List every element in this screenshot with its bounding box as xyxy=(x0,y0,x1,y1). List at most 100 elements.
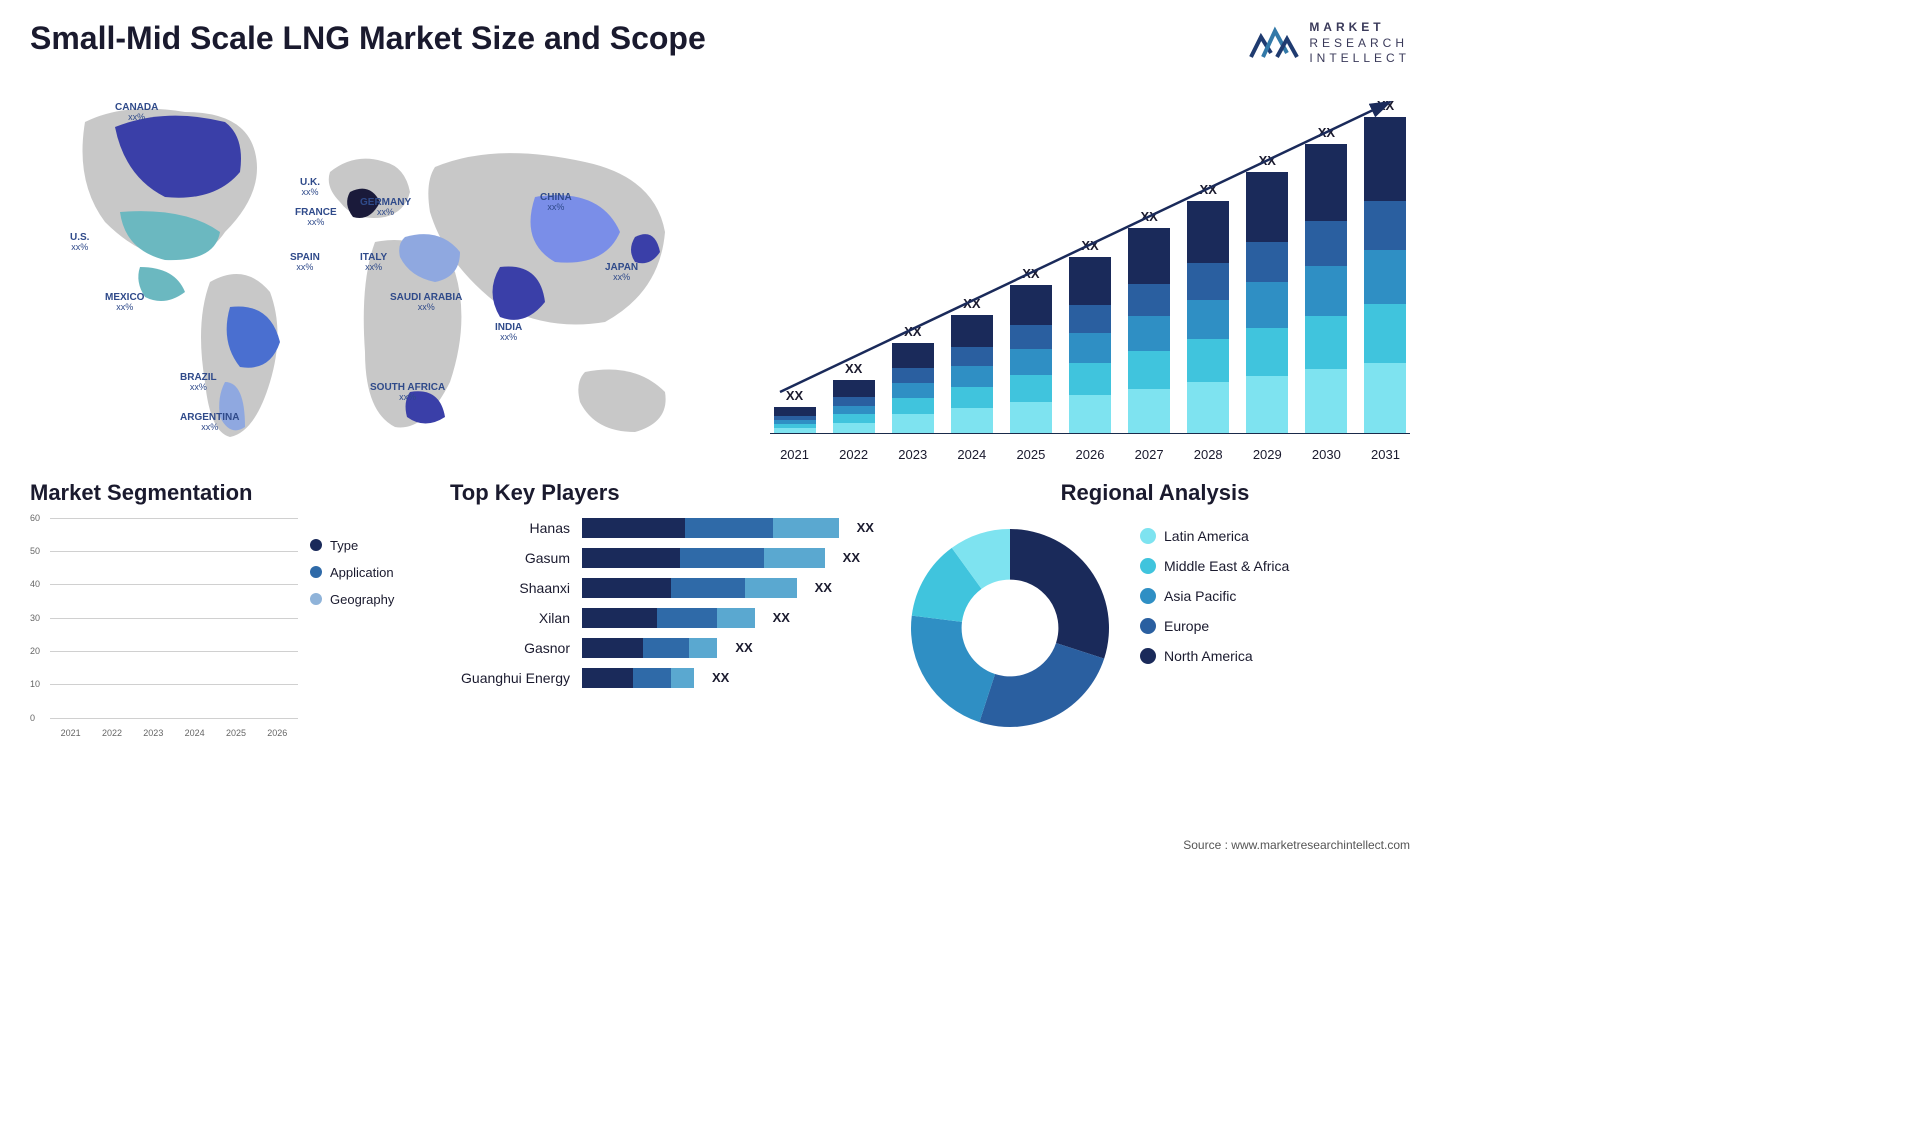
segmentation-legend: Type Application Geography xyxy=(310,518,430,738)
growth-bar-value: XX xyxy=(904,324,921,339)
growth-bar-2030: XX xyxy=(1302,125,1351,434)
header: Small-Mid Scale LNG Market Size and Scop… xyxy=(30,20,1410,67)
region-legend-item: Middle East & Africa xyxy=(1140,558,1289,574)
growth-bar-2021: XX xyxy=(770,388,819,434)
growth-xaxis-label: 2030 xyxy=(1302,447,1351,462)
player-name: Gasum xyxy=(450,550,570,566)
growth-xaxis-label: 2031 xyxy=(1361,447,1410,462)
seg-xaxis-label: 2024 xyxy=(178,728,211,738)
growth-bar-value: XX xyxy=(963,296,980,311)
map-label-brazil: BRAZILxx% xyxy=(180,372,217,393)
segmentation-chart: 0102030405060 202120222023202420252026 xyxy=(30,518,298,738)
region-legend-item: North America xyxy=(1140,648,1289,664)
bottom-row: Market Segmentation 0 10 20 30 40 50 60 2021 20… xyxy=(30,480,1410,738)
donut-slice-europe xyxy=(979,643,1104,727)
growth-bar-2025: XX xyxy=(1006,266,1055,434)
growth-xaxis-label: 2021 xyxy=(770,447,819,462)
top-players-title: Top Key Players xyxy=(450,480,880,506)
growth-bar-value: XX xyxy=(786,388,803,403)
player-name: Xilan xyxy=(450,610,570,626)
growth-xaxis-label: 2022 xyxy=(829,447,878,462)
player-name: Hanas xyxy=(450,520,570,536)
growth-bar-2028: XX xyxy=(1184,182,1233,434)
growth-bar-value: XX xyxy=(1200,182,1217,197)
seg-xaxis-label: 2025 xyxy=(219,728,252,738)
seg-xaxis-label: 2023 xyxy=(137,728,170,738)
growth-bar-value: XX xyxy=(1318,125,1335,140)
seg-legend-item: Geography xyxy=(310,592,430,607)
segmentation-title: Market Segmentation xyxy=(30,480,430,506)
seg-xaxis-label: 2022 xyxy=(95,728,128,738)
seg-ytick: 40 xyxy=(30,579,40,589)
player-value: XX xyxy=(773,610,790,625)
player-row: Xilan XX xyxy=(450,608,880,628)
player-row: Guanghui EnergyXX xyxy=(450,668,880,688)
regional-donut xyxy=(900,518,1120,738)
growth-bar-value: XX xyxy=(1140,209,1157,224)
regional-title: Regional Analysis xyxy=(900,480,1410,506)
map-label-canada: CANADAxx% xyxy=(115,102,158,123)
growth-baseline xyxy=(770,433,1410,434)
growth-xaxis-label: 2024 xyxy=(947,447,996,462)
seg-ytick: 10 xyxy=(30,679,40,689)
map-label-southafrica: SOUTH AFRICAxx% xyxy=(370,382,445,403)
seg-ytick: 0 xyxy=(30,713,35,723)
growth-bar-value: XX xyxy=(845,361,862,376)
player-row: Gasum XX xyxy=(450,548,880,568)
brand-logo: MARKET RESEARCH INTELLECT xyxy=(1249,20,1410,67)
growth-bar-value: XX xyxy=(1377,98,1394,113)
growth-xaxis-label: 2025 xyxy=(1006,447,1055,462)
growth-bar-2023: XX xyxy=(888,324,937,434)
map-label-saudiarabia: SAUDI ARABIAxx% xyxy=(390,292,462,313)
map-label-us: U.S.xx% xyxy=(70,232,89,253)
logo-peaks-icon xyxy=(1249,23,1299,63)
growth-bar-2026: XX xyxy=(1065,238,1114,434)
regional-legend: Latin AmericaMiddle East & AfricaAsia Pa… xyxy=(1140,518,1289,664)
growth-xaxis-label: 2029 xyxy=(1243,447,1292,462)
map-label-uk: U.K.xx% xyxy=(300,177,320,198)
seg-ytick: 30 xyxy=(30,613,40,623)
player-value: XX xyxy=(843,550,860,565)
donut-slice-asia-pacific xyxy=(911,615,995,722)
segmentation-panel: Market Segmentation 0 10 20 30 40 50 60 2021 20… xyxy=(30,480,430,738)
growth-xaxis-label: 2028 xyxy=(1184,447,1233,462)
player-value: XX xyxy=(815,580,832,595)
region-legend-item: Latin America xyxy=(1140,528,1289,544)
growth-xaxis-label: 2027 xyxy=(1125,447,1174,462)
player-value: XX xyxy=(735,640,752,655)
map-label-china: CHINAxx% xyxy=(540,192,572,213)
map-label-spain: SPAINxx% xyxy=(290,252,320,273)
logo-text: MARKET RESEARCH INTELLECT xyxy=(1309,20,1410,67)
player-row: Shaanxi XX xyxy=(450,578,880,598)
map-label-mexico: MEXICOxx% xyxy=(105,292,144,313)
seg-legend-item: Type xyxy=(310,538,430,553)
player-name: Gasnor xyxy=(450,640,570,656)
growth-xaxis-label: 2023 xyxy=(888,447,937,462)
seg-ytick: 20 xyxy=(30,646,40,656)
growth-xaxis-label: 2026 xyxy=(1065,447,1114,462)
growth-bar-2022: XX xyxy=(829,361,878,434)
map-label-france: FRANCExx% xyxy=(295,207,337,228)
map-mexico xyxy=(138,267,185,301)
growth-bar-2031: XX xyxy=(1361,98,1410,434)
region-legend-item: Europe xyxy=(1140,618,1289,634)
donut-slice-north-america xyxy=(1010,529,1109,659)
map-label-germany: GERMANYxx% xyxy=(360,197,411,218)
source-attribution: Source : www.marketresearchintellect.com xyxy=(1183,838,1410,852)
player-row: Gasnor XX xyxy=(450,638,880,658)
map-label-japan: JAPANxx% xyxy=(605,262,638,283)
seg-xaxis-label: 2026 xyxy=(261,728,294,738)
player-value: XX xyxy=(857,520,874,535)
player-name: Shaanxi xyxy=(450,580,570,596)
map-label-india: INDIAxx% xyxy=(495,322,522,343)
growth-bar-value: XX xyxy=(1259,153,1276,168)
page-title: Small-Mid Scale LNG Market Size and Scop… xyxy=(30,20,706,57)
seg-ytick: 60 xyxy=(30,513,40,523)
seg-ytick: 50 xyxy=(30,546,40,556)
player-row: Hanas XX xyxy=(450,518,880,538)
seg-xaxis-label: 2021 xyxy=(54,728,87,738)
regional-panel-wrap: Regional Analysis Latin America Middle Ea… xyxy=(900,480,1410,738)
growth-bar-2027: XX xyxy=(1125,209,1174,434)
seg-legend-item: Application xyxy=(310,565,430,580)
map-label-italy: ITALYxx% xyxy=(360,252,387,273)
